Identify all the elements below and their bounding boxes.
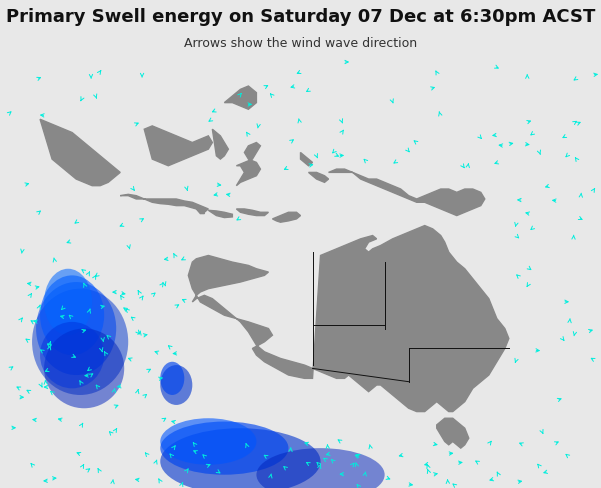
Polygon shape xyxy=(209,210,233,218)
Polygon shape xyxy=(236,209,269,216)
Polygon shape xyxy=(188,225,509,411)
Polygon shape xyxy=(300,152,313,166)
Polygon shape xyxy=(329,169,485,216)
Ellipse shape xyxy=(44,269,92,335)
Ellipse shape xyxy=(40,322,104,388)
Polygon shape xyxy=(144,126,212,166)
Polygon shape xyxy=(437,418,469,448)
Text: Arrows show the wind wave direction: Arrows show the wind wave direction xyxy=(184,37,417,50)
Ellipse shape xyxy=(32,289,128,395)
Polygon shape xyxy=(236,142,260,186)
Ellipse shape xyxy=(160,362,185,395)
Ellipse shape xyxy=(36,282,116,375)
Polygon shape xyxy=(120,194,209,212)
Ellipse shape xyxy=(44,328,124,408)
Ellipse shape xyxy=(160,365,192,405)
Ellipse shape xyxy=(160,418,257,465)
Polygon shape xyxy=(224,86,257,109)
Ellipse shape xyxy=(40,275,104,355)
Polygon shape xyxy=(40,119,120,186)
Ellipse shape xyxy=(257,448,385,488)
Text: Primary Swell energy on Saturday 07 Dec at 6:30pm ACST: Primary Swell energy on Saturday 07 Dec … xyxy=(6,8,595,26)
Polygon shape xyxy=(272,212,300,222)
Polygon shape xyxy=(197,209,204,214)
Polygon shape xyxy=(212,129,228,159)
Ellipse shape xyxy=(160,428,320,488)
Polygon shape xyxy=(308,172,329,183)
Ellipse shape xyxy=(160,422,288,475)
